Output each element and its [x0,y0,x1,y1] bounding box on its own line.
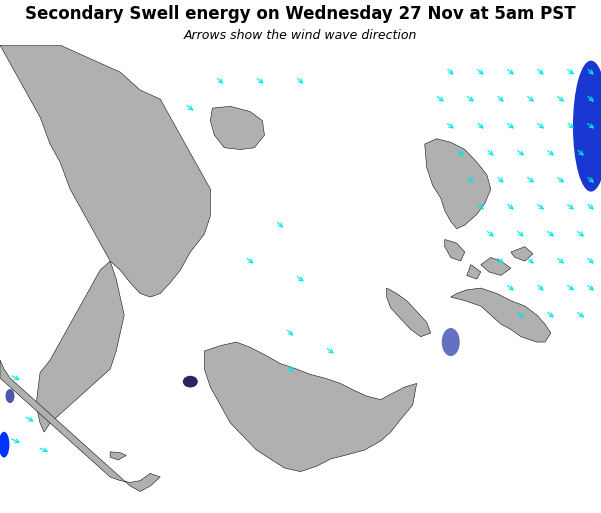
Polygon shape [36,261,124,432]
Text: Secondary Swell energy on Wednesday 27 Nov at 5am PST: Secondary Swell energy on Wednesday 27 N… [25,5,576,23]
Polygon shape [110,452,126,460]
Ellipse shape [5,389,14,403]
Polygon shape [467,265,481,279]
Polygon shape [511,247,533,261]
Ellipse shape [183,376,198,387]
Text: Arrows show the wind wave direction: Arrows show the wind wave direction [184,29,417,42]
Polygon shape [204,342,416,471]
Ellipse shape [573,61,601,192]
Polygon shape [481,258,511,275]
Polygon shape [425,139,491,229]
Polygon shape [210,106,264,149]
Polygon shape [451,288,551,342]
Ellipse shape [442,328,460,356]
Polygon shape [0,45,210,297]
Polygon shape [0,360,160,491]
Polygon shape [445,240,465,261]
Polygon shape [386,288,431,337]
Ellipse shape [0,432,10,458]
